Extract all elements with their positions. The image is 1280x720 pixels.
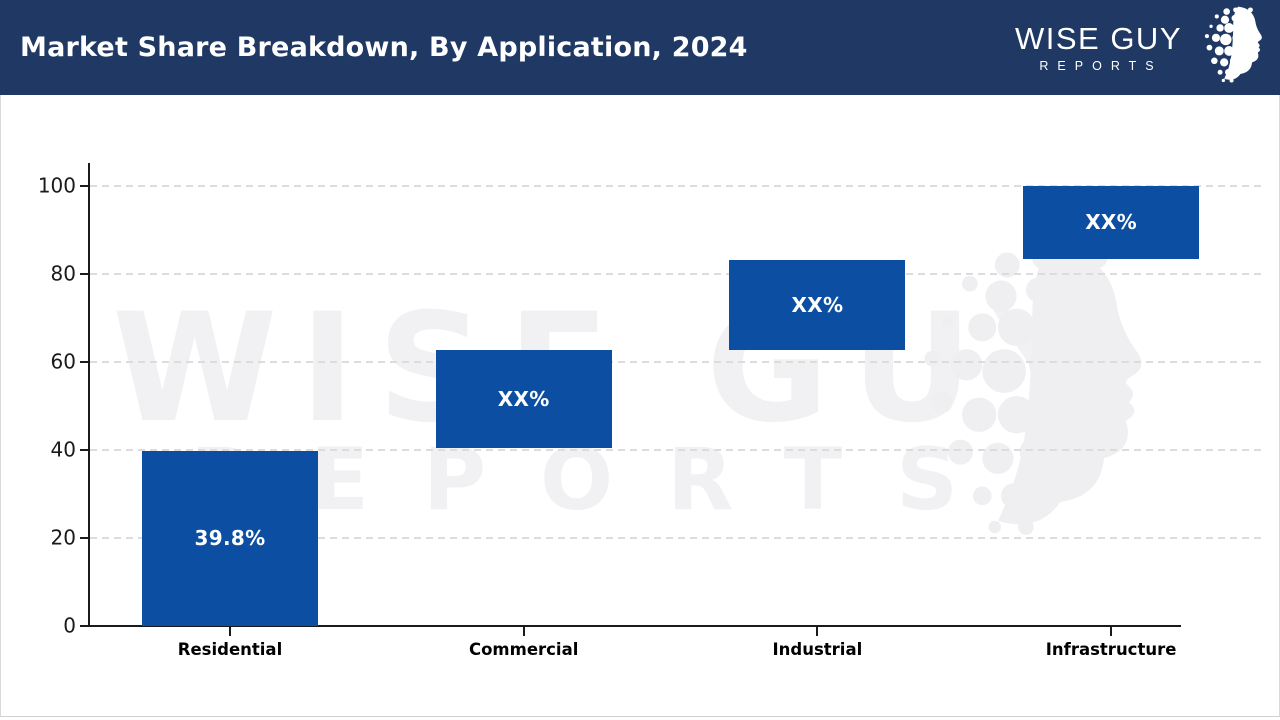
gridline — [90, 537, 1262, 539]
gridline — [90, 273, 1262, 275]
gridline — [90, 185, 1262, 187]
y-tick-label: 0 — [63, 613, 76, 638]
y-tick-label: 40 — [50, 437, 76, 462]
y-tick-mark — [80, 449, 89, 451]
bar-value-label: XX% — [791, 292, 844, 317]
header-bar: Market Share Breakdown, By Application, … — [0, 0, 1280, 95]
y-axis-line — [88, 163, 90, 627]
watermark-head-icon — [845, 222, 1157, 574]
y-tick-mark — [80, 273, 89, 275]
y-tick-label: 20 — [50, 525, 76, 550]
bar-value-label: 39.8% — [194, 526, 266, 551]
y-tick-mark — [80, 185, 89, 187]
bar-segment — [1023, 186, 1200, 259]
y-tick-mark — [80, 361, 89, 363]
wiseguy-head-icon — [1184, 3, 1266, 93]
x-category-label: Residential — [177, 640, 283, 659]
x-tick-mark — [229, 627, 231, 636]
x-category-label: Industrial — [772, 640, 863, 659]
x-axis-line — [88, 625, 1181, 627]
bar-segment — [729, 259, 906, 350]
bar-value-label: XX% — [497, 386, 550, 411]
bar-value-label: XX% — [1085, 210, 1137, 235]
wiseguy-logo: WISE GUY REPORTS — [1015, 3, 1266, 93]
y-tick-mark — [80, 625, 89, 627]
bar-segment — [435, 349, 612, 449]
x-tick-mark — [522, 627, 525, 636]
wiseguy-logo-name: WISE GUY — [1014, 20, 1182, 56]
x-tick-mark — [1110, 627, 1113, 636]
x-category-label: Infrastructure — [1045, 640, 1177, 659]
x-category-label: Commercial — [468, 640, 579, 659]
y-tick-label: 60 — [50, 349, 76, 374]
bar-segment — [142, 450, 318, 626]
y-tick-label: 100 — [37, 173, 76, 198]
y-tick-label: 80 — [50, 261, 76, 286]
x-tick-mark — [816, 627, 819, 636]
wiseguy-logo-subtitle: REPORTS — [1039, 58, 1163, 73]
page-title: Market Share Breakdown, By Application, … — [20, 32, 748, 63]
y-tick-mark — [80, 537, 89, 539]
gridline — [90, 361, 1262, 363]
wiseguy-logo-text: WISE GUY REPORTS — [1015, 23, 1182, 73]
gridline — [90, 449, 1262, 451]
